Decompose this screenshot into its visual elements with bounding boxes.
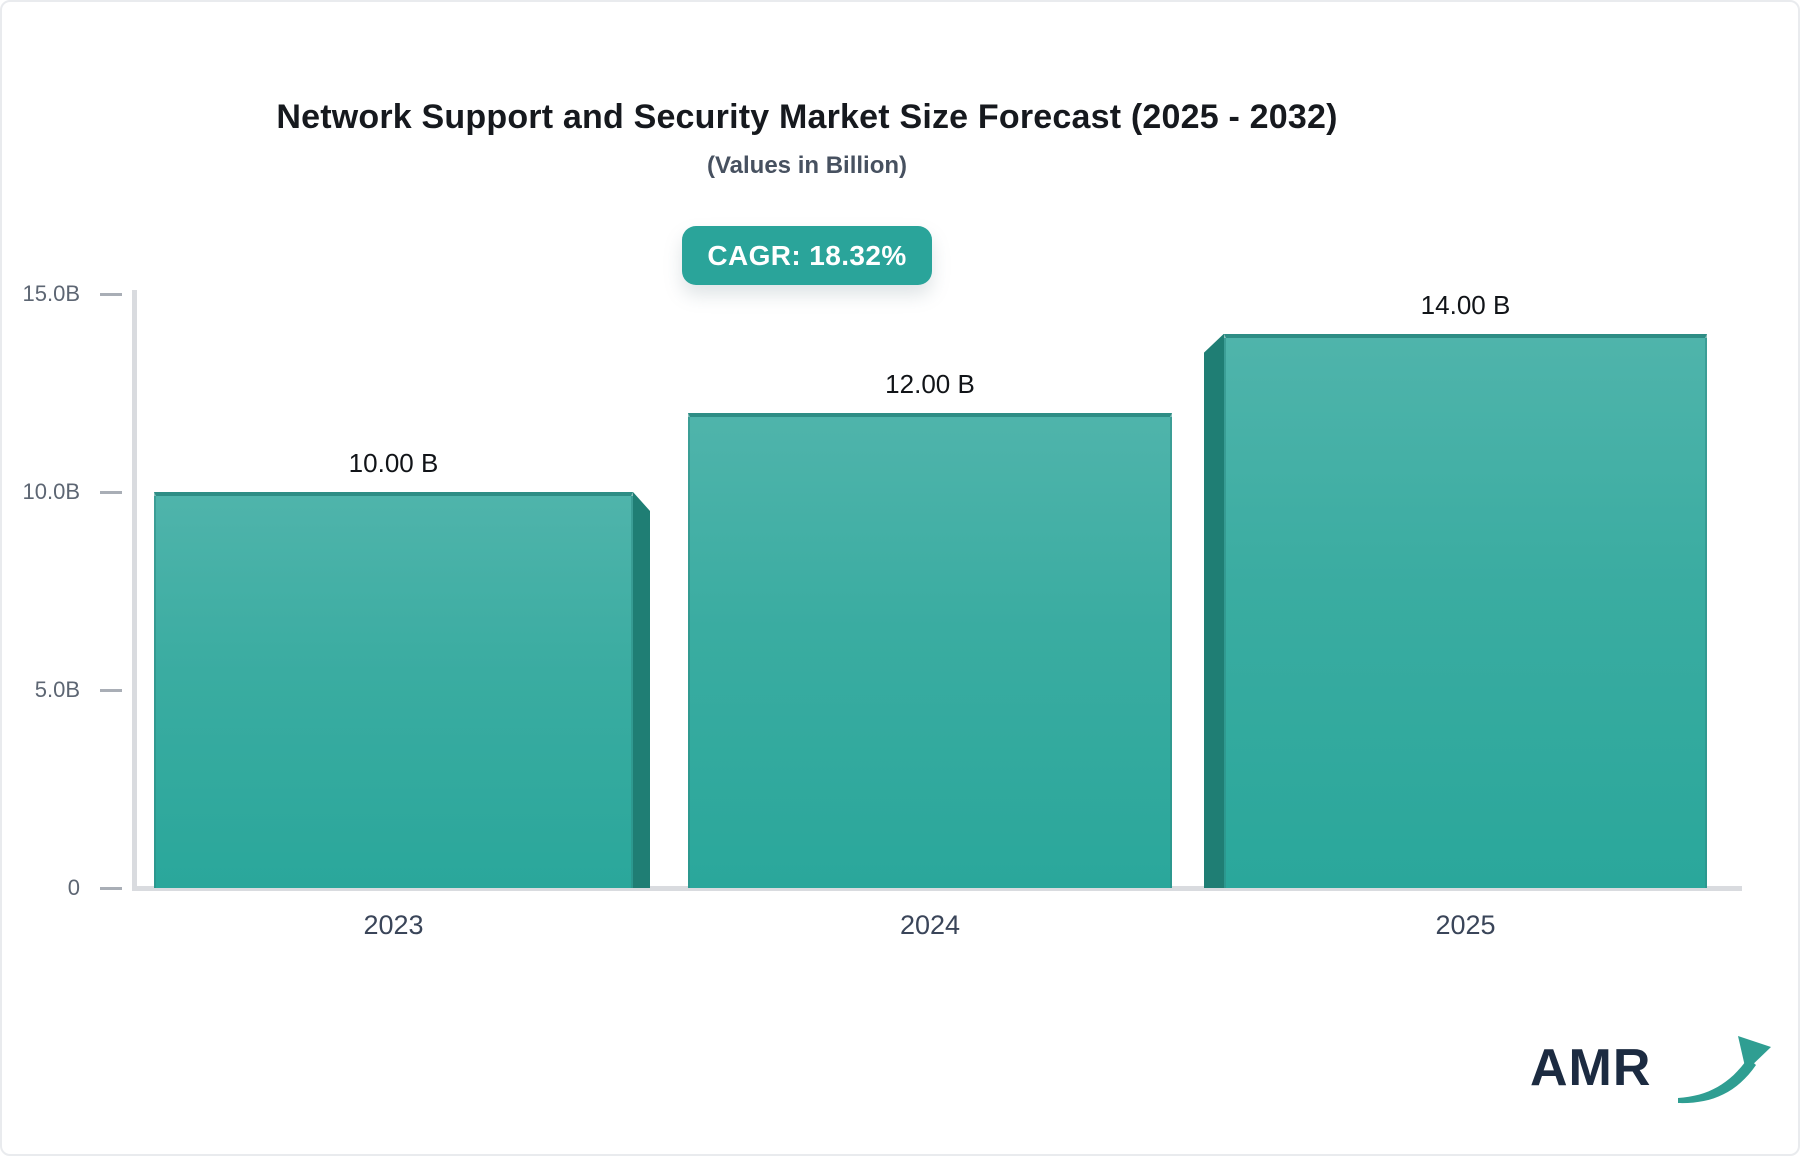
x-tick-label: 2024	[899, 910, 961, 940]
bar-value-label: 14.00 B	[1420, 289, 1511, 320]
bar-side-face	[633, 492, 650, 888]
bar-2024	[688, 412, 1172, 888]
y-tick-dash	[100, 887, 122, 890]
bar-side-face	[1204, 333, 1224, 888]
trend-up-arrow-icon	[1678, 1036, 1771, 1104]
y-axis-line	[132, 290, 137, 888]
y-tick-dash	[100, 293, 122, 296]
x-tick-label: 2025	[1435, 910, 1496, 940]
x-tick-label: 2023	[363, 910, 424, 940]
page-subtitle: (Values in Billion)	[706, 152, 908, 179]
cagr-badge-label: CAGR: 18.32%	[707, 239, 907, 271]
y-tick-label: 5.0B	[34, 677, 80, 702]
bar-value-label: 12.00 B	[885, 368, 975, 399]
y-tick-dash	[100, 491, 122, 494]
cagr-badge: CAGR: 18.32%	[682, 226, 932, 285]
bar-2025	[1224, 333, 1707, 888]
bar-2023	[154, 492, 633, 888]
page-title: Network Support and Security Market Size…	[276, 98, 1338, 136]
amr-logo: AMR	[1530, 1036, 1771, 1128]
x-axis-line	[132, 886, 1742, 891]
amr-logo-text: AMR	[1530, 1039, 1652, 1097]
bar-value-label: 10.00 B	[348, 448, 439, 478]
y-tick-dash	[100, 689, 122, 692]
y-tick-label: 0	[67, 875, 80, 900]
y-tick-label: 10.0B	[22, 479, 81, 504]
y-tick-label: 15.0B	[22, 281, 81, 306]
